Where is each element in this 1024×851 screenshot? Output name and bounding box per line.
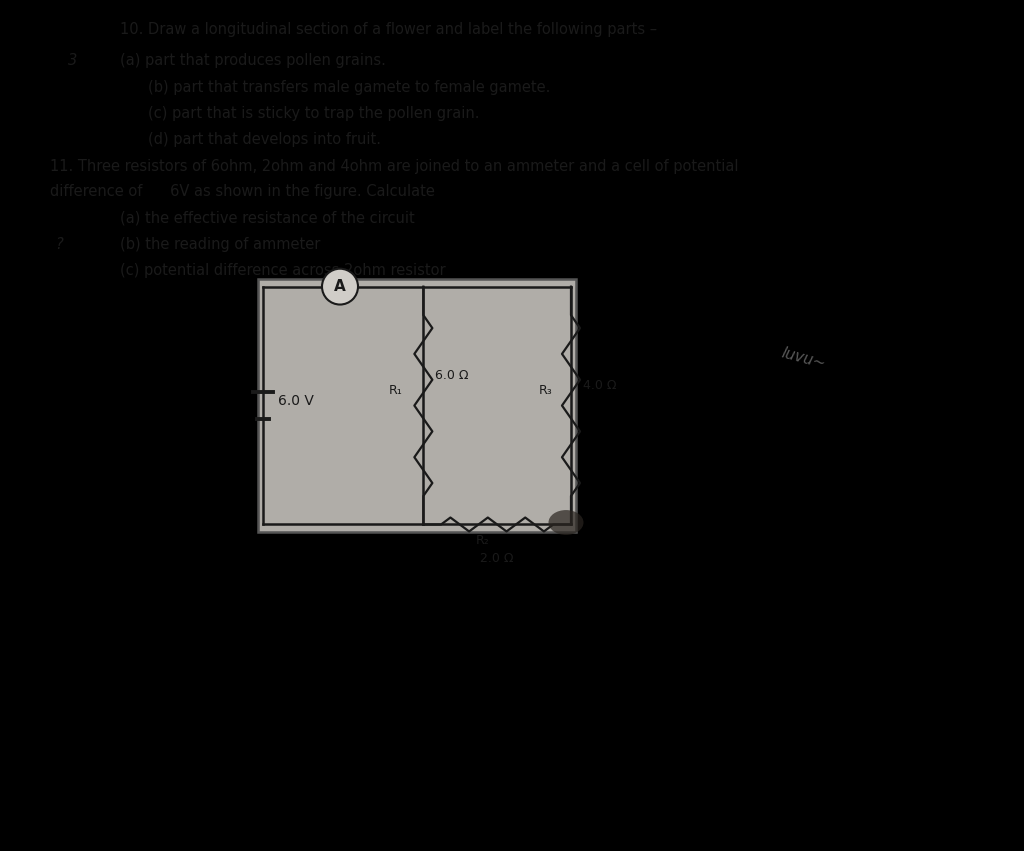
Text: (b) part that transfers male gamete to female gamete.: (b) part that transfers male gamete to f… bbox=[148, 80, 550, 94]
Text: A: A bbox=[334, 279, 346, 294]
Text: 2.0 Ω: 2.0 Ω bbox=[480, 552, 514, 565]
Text: 3: 3 bbox=[68, 53, 77, 68]
Text: (c) potential difference across 2ohm resistor: (c) potential difference across 2ohm res… bbox=[120, 263, 445, 277]
Text: (c) part that is sticky to trap the pollen grain.: (c) part that is sticky to trap the poll… bbox=[148, 106, 479, 122]
Ellipse shape bbox=[549, 510, 584, 535]
Text: 6.0 V: 6.0 V bbox=[278, 393, 314, 408]
Text: (d) part that develops into fruit.: (d) part that develops into fruit. bbox=[148, 133, 381, 147]
Text: 11. Three resistors of 6ohm, 2ohm and 4ohm are joined to an ammeter and a cell o: 11. Three resistors of 6ohm, 2ohm and 4o… bbox=[50, 159, 738, 174]
Text: 4.0 Ω: 4.0 Ω bbox=[583, 380, 616, 392]
Text: (b) the reading of ammeter: (b) the reading of ammeter bbox=[120, 237, 321, 252]
Text: difference of      6V as shown in the figure. Calculate: difference of 6V as shown in the figure.… bbox=[50, 184, 435, 199]
Text: 10. Draw a longitudinal section of a flower and label the following parts –: 10. Draw a longitudinal section of a flo… bbox=[120, 22, 657, 37]
Text: (a) the effective resistance of the circuit: (a) the effective resistance of the circ… bbox=[120, 211, 415, 226]
Text: R₁: R₁ bbox=[388, 384, 402, 397]
Text: ?: ? bbox=[55, 237, 62, 252]
Bar bbox=[258, 278, 575, 533]
Text: luvu~: luvu~ bbox=[780, 346, 827, 371]
Text: R₂: R₂ bbox=[475, 534, 489, 547]
Circle shape bbox=[322, 269, 358, 305]
Text: 6.0 Ω: 6.0 Ω bbox=[435, 369, 469, 382]
Text: R₃: R₃ bbox=[539, 384, 553, 397]
Text: (a) part that produces pollen grains.: (a) part that produces pollen grains. bbox=[120, 53, 386, 68]
